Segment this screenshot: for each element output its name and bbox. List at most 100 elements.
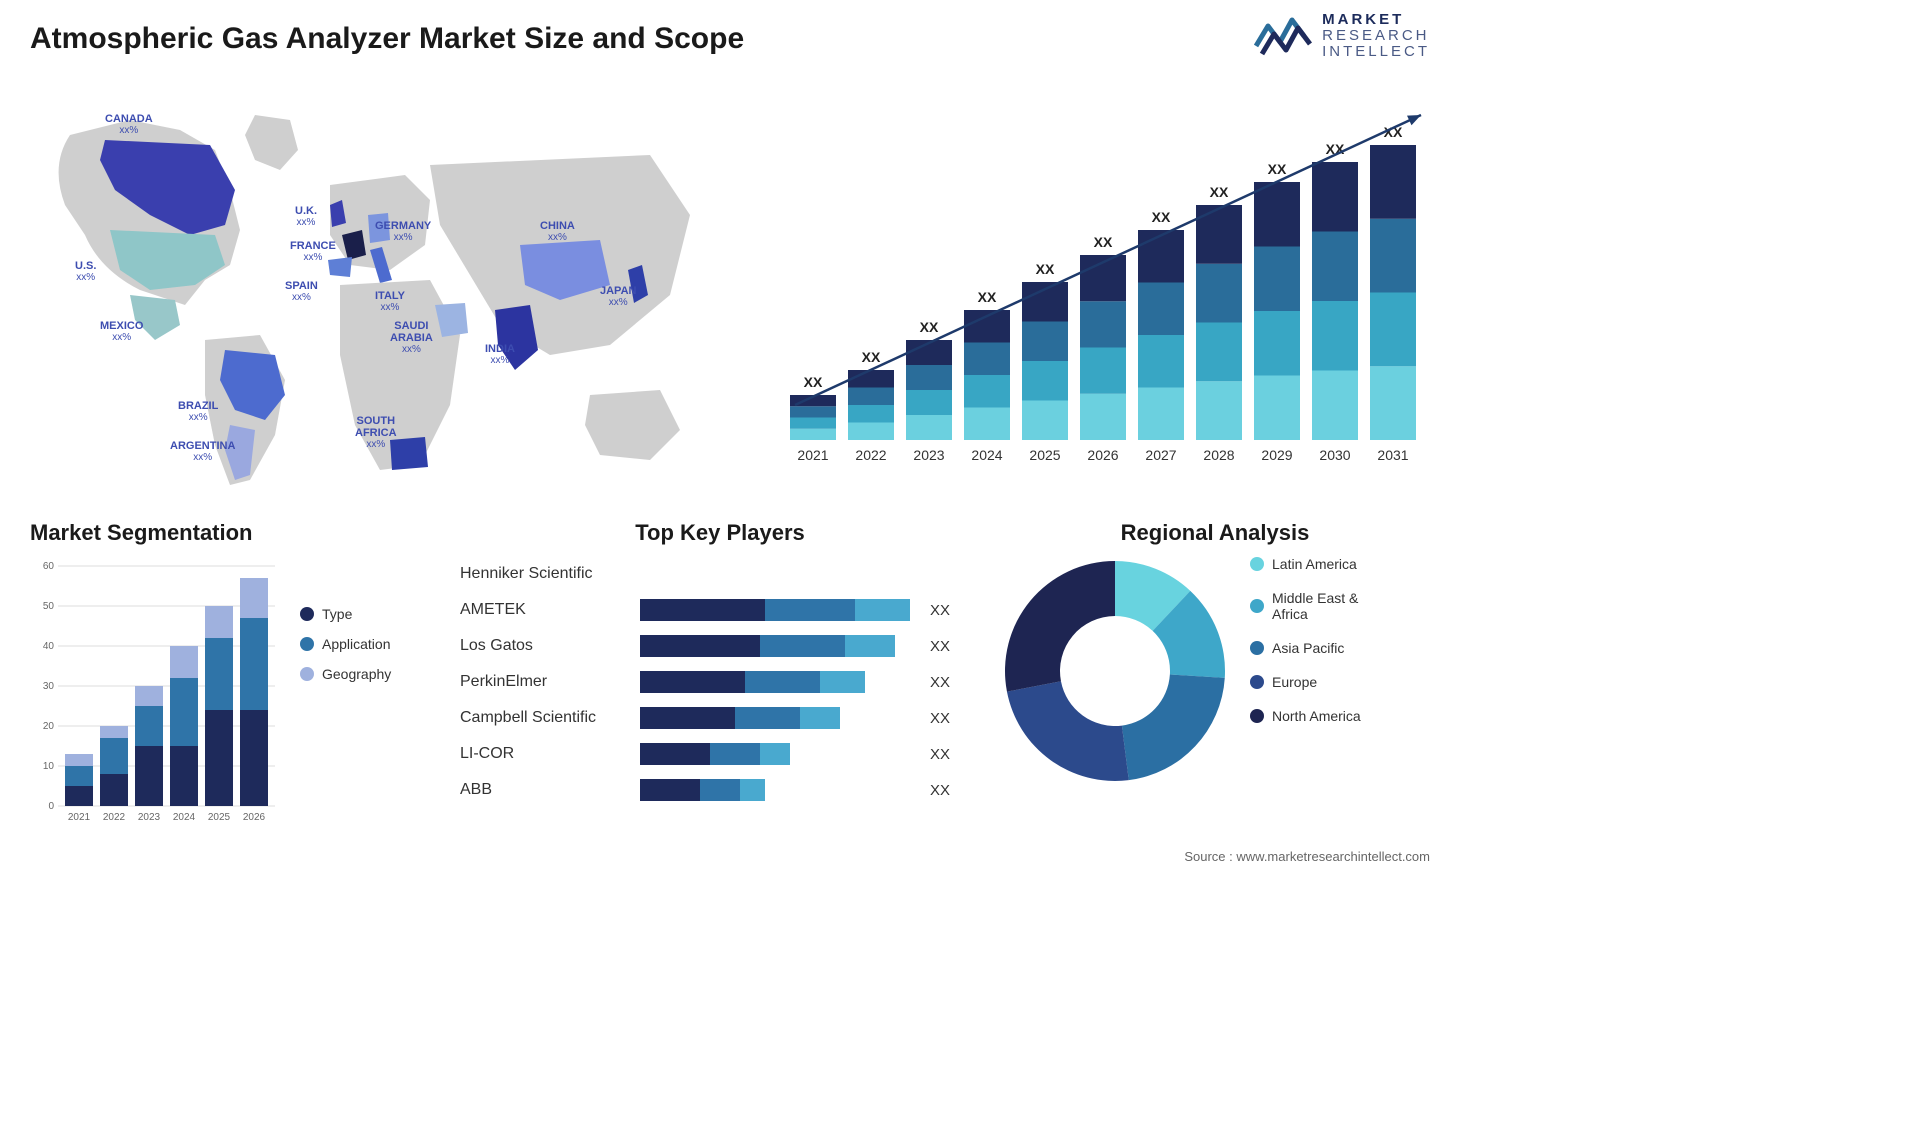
player-name: AMETEK: [460, 601, 640, 619]
player-name: Henniker Scientific: [460, 565, 640, 583]
player-bar: [640, 635, 920, 657]
svg-text:2023: 2023: [913, 447, 944, 463]
map-label: U.S.xx%: [75, 260, 96, 283]
world-map: CANADAxx%U.S.xx%MEXICOxx%BRAZILxx%ARGENT…: [30, 95, 720, 495]
regional-legend: Latin America Middle East &Africa Asia Pac…: [1250, 556, 1361, 742]
brand-logo: MARKET RESEARCH INTELLECT: [1254, 12, 1430, 59]
map-label: GERMANYxx%: [375, 220, 431, 243]
map-label: FRANCExx%: [290, 240, 336, 263]
svg-text:XX: XX: [1210, 184, 1229, 200]
player-row: ABB XX: [460, 772, 980, 808]
map-label: CANADAxx%: [105, 113, 153, 136]
svg-text:2028: 2028: [1203, 447, 1234, 463]
player-name: PerkinElmer: [460, 673, 640, 691]
player-value: XX: [930, 638, 950, 655]
legend-item: Type: [300, 606, 391, 622]
player-name: Campbell Scientific: [460, 709, 640, 727]
svg-text:2024: 2024: [971, 447, 1002, 463]
player-name: LI-COR: [460, 745, 640, 763]
map-label: U.K.xx%: [295, 205, 317, 228]
svg-text:XX: XX: [978, 289, 997, 305]
players-title: Top Key Players: [460, 520, 980, 546]
map-label: SOUTHAFRICAxx%: [355, 415, 397, 450]
svg-text:2026: 2026: [1087, 447, 1118, 463]
svg-text:2022: 2022: [103, 812, 126, 823]
player-value: XX: [930, 674, 950, 691]
player-bar: [640, 671, 920, 693]
regional-section: Regional Analysis Latin America Middle Ea…: [1000, 520, 1430, 786]
logo-line1: MARKET: [1322, 12, 1430, 28]
player-value: XX: [930, 710, 950, 727]
svg-text:0: 0: [48, 801, 54, 812]
svg-text:20: 20: [43, 721, 55, 732]
svg-text:2027: 2027: [1145, 447, 1176, 463]
legend-item: Latin America: [1250, 556, 1361, 572]
svg-text:2021: 2021: [68, 812, 91, 823]
map-label: BRAZILxx%: [178, 400, 218, 423]
growth-bar-chart: XX2021XX2022XX2023XX2024XX2025XX2026XX20…: [780, 100, 1430, 475]
svg-text:XX: XX: [1152, 209, 1171, 225]
svg-text:XX: XX: [1094, 234, 1113, 250]
svg-text:2026: 2026: [243, 812, 266, 823]
svg-text:XX: XX: [862, 349, 881, 365]
source-text: Source : www.marketresearchintellect.com: [1184, 849, 1430, 864]
player-row: Campbell Scientific XX: [460, 700, 980, 736]
segmentation-section: Market Segmentation 0 10 20 30 40 50 60 2021 202…: [30, 520, 440, 831]
map-label: JAPANxx%: [600, 285, 636, 308]
players-list: Henniker ScientificAMETEKXXLos GatosXXPe…: [460, 556, 980, 808]
player-bar: [640, 563, 920, 585]
svg-text:60: 60: [43, 561, 55, 572]
logo-line2: RESEARCH: [1322, 28, 1430, 44]
player-bar: [640, 599, 920, 621]
svg-text:30: 30: [43, 681, 55, 692]
player-bar: [640, 779, 920, 801]
legend-item: Asia Pacific: [1250, 640, 1361, 656]
player-bar: [640, 743, 920, 765]
player-row: LI-COR XX: [460, 736, 980, 772]
player-name: ABB: [460, 781, 640, 799]
regional-donut: [1000, 556, 1230, 786]
legend-item: Middle East &Africa: [1250, 590, 1361, 622]
segmentation-legend: Type Application Geography: [300, 606, 391, 696]
regional-title: Regional Analysis: [1000, 520, 1430, 546]
logo-line3: INTELLECT: [1322, 44, 1430, 60]
legend-item: North America: [1250, 708, 1361, 724]
logo-icon: [1254, 14, 1312, 58]
map-label: CHINAxx%: [540, 220, 575, 243]
map-label: ARGENTINAxx%: [170, 440, 235, 463]
svg-text:XX: XX: [1036, 261, 1055, 277]
player-row: Los Gatos XX: [460, 628, 980, 664]
svg-text:10: 10: [43, 761, 55, 772]
svg-text:40: 40: [43, 641, 55, 652]
player-row: AMETEK XX: [460, 592, 980, 628]
player-value: XX: [930, 746, 950, 763]
player-value: XX: [930, 782, 950, 799]
svg-text:2031: 2031: [1377, 447, 1408, 463]
map-label: INDIAxx%: [485, 343, 515, 366]
map-label: SAUDIARABIAxx%: [390, 320, 433, 355]
segmentation-title: Market Segmentation: [30, 520, 440, 546]
map-label: ITALYxx%: [375, 290, 405, 313]
page-title: Atmospheric Gas Analyzer Market Size and…: [30, 22, 744, 56]
svg-text:2023: 2023: [138, 812, 161, 823]
svg-text:2021: 2021: [797, 447, 828, 463]
player-bar: [640, 707, 920, 729]
player-row: PerkinElmer XX: [460, 664, 980, 700]
legend-item: Application: [300, 636, 391, 652]
svg-text:XX: XX: [804, 374, 823, 390]
svg-text:2030: 2030: [1319, 447, 1350, 463]
svg-text:2029: 2029: [1261, 447, 1292, 463]
player-row: Henniker Scientific: [460, 556, 980, 592]
svg-text:XX: XX: [920, 319, 939, 335]
map-label: SPAINxx%: [285, 280, 318, 303]
svg-text:XX: XX: [1268, 161, 1287, 177]
player-name: Los Gatos: [460, 637, 640, 655]
players-section: Top Key Players Henniker Scientific AMETE…: [460, 520, 980, 808]
svg-text:50: 50: [43, 601, 55, 612]
legend-item: Europe: [1250, 674, 1361, 690]
svg-text:2022: 2022: [855, 447, 886, 463]
player-value: XX: [930, 602, 950, 619]
legend-item: Geography: [300, 666, 391, 682]
svg-text:2024: 2024: [173, 812, 196, 823]
segmentation-chart: 0102030405060202120222023202420252026: [30, 556, 280, 826]
